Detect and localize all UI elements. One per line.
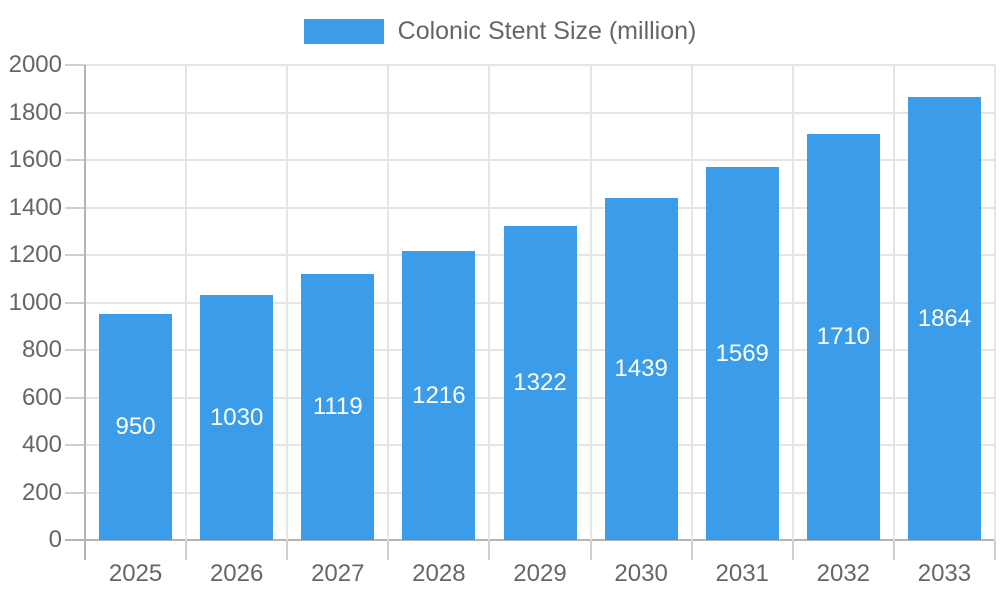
y-gridline: [85, 539, 995, 541]
bar-value-label: 1439: [614, 355, 668, 383]
x-gridline: [488, 65, 491, 540]
y-tick: [65, 301, 85, 304]
legend-swatch: [303, 19, 384, 44]
bar-value-label: 1710: [816, 322, 871, 350]
y-tick: [65, 349, 85, 351]
bar-value-label: 1864: [917, 304, 972, 332]
y-tick: [65, 206, 85, 209]
bar-2028[interactable]: 1216: [402, 251, 476, 540]
bar-2027[interactable]: 1119: [301, 274, 375, 540]
bar-2030[interactable]: 1439: [604, 198, 678, 540]
x-tick: [690, 540, 693, 560]
bar-2029[interactable]: 1322: [503, 226, 577, 540]
x-tick: [84, 540, 86, 560]
legend-item[interactable]: Colonic Stent Size (million): [0, 17, 1000, 46]
x-gridline: [690, 65, 693, 540]
x-gridline: [791, 65, 794, 540]
y-tick: [65, 444, 85, 446]
x-tick: [791, 540, 794, 560]
y-axis-tick-label: 2000: [8, 51, 62, 78]
x-axis-tick-label: 2029: [513, 560, 567, 587]
y-axis-tick-label: 1600: [8, 146, 62, 173]
bar-value-label: 1030: [209, 403, 264, 431]
x-gridline: [387, 65, 390, 540]
y-tick: [65, 64, 85, 66]
x-tick: [387, 540, 390, 560]
x-tick: [286, 540, 289, 560]
bar-value-label: 1569: [715, 339, 769, 367]
x-axis-tick-label: 2028: [412, 560, 466, 587]
x-tick: [488, 540, 491, 560]
y-tick: [65, 254, 85, 256]
bar-value-label: 1322: [513, 369, 567, 396]
x-axis-tick-label: 2032: [816, 560, 871, 587]
y-axis-tick-label: 0: [48, 526, 62, 553]
x-gridline: [185, 65, 188, 540]
legend-label: Colonic Stent Size (million): [397, 17, 697, 45]
y-tick: [65, 396, 85, 399]
bar-value-label: 1119: [312, 393, 363, 421]
y-axis-tick-label: 200: [21, 478, 62, 506]
bar-2032[interactable]: 1710: [806, 133, 880, 540]
y-tick: [65, 159, 85, 161]
y-axis-tick-label: 1800: [8, 98, 62, 126]
x-tick: [185, 540, 188, 560]
y-gridline: [85, 111, 995, 114]
y-axis-tick-label: 800: [21, 336, 62, 363]
bar-2025[interactable]: 950: [99, 314, 173, 540]
y-axis-tick-label: 1400: [8, 193, 62, 221]
y-tick: [65, 491, 85, 494]
x-tick: [589, 540, 592, 560]
x-axis-tick-label: 2033: [917, 560, 972, 587]
x-axis-tick-label: 2025: [108, 560, 163, 587]
bar-2026[interactable]: 1030: [200, 295, 274, 540]
x-axis-tick-label: 2031: [715, 560, 769, 587]
x-gridline: [84, 65, 86, 540]
y-axis-tick-label: 400: [21, 431, 62, 458]
y-axis-tick-label: 600: [21, 383, 62, 411]
y-tick: [65, 539, 85, 541]
y-axis-tick-label: 1200: [8, 241, 62, 268]
bar-value-label: 950: [115, 413, 156, 441]
bar-2033[interactable]: 1864: [907, 97, 981, 540]
y-gridline: [85, 64, 995, 66]
x-gridline: [286, 65, 289, 540]
x-tick: [994, 540, 996, 560]
y-axis-tick-label: 1000: [8, 288, 62, 316]
x-gridline: [994, 65, 996, 540]
x-tick: [892, 540, 895, 560]
x-gridline: [892, 65, 895, 540]
y-gridline: [85, 159, 995, 161]
bar-2031[interactable]: 1569: [705, 167, 779, 540]
y-tick: [65, 111, 85, 114]
x-gridline: [589, 65, 592, 540]
x-axis-tick-label: 2030: [614, 560, 668, 587]
x-axis-tick-label: 2027: [311, 560, 365, 587]
y-gridline: [85, 206, 995, 209]
bar-value-label: 1216: [412, 381, 466, 409]
x-axis-tick-label: 2026: [209, 560, 264, 587]
